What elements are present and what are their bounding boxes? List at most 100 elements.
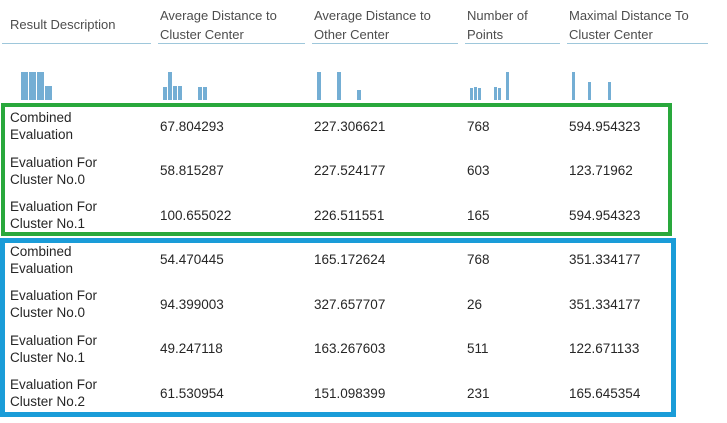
row-label-cell: Evaluation For Cluster No.1	[8, 327, 158, 372]
row-label-cell: Evaluation For Cluster No.0	[8, 149, 158, 194]
column-header-1[interactable]: Average Distance to Cluster Center	[158, 0, 312, 44]
table-row[interactable]: Combined Evaluation 67.804293 227.306621 76…	[0, 104, 727, 149]
cell-text: 165.172624	[314, 252, 386, 268]
table-row[interactable]: Combined Evaluation 54.470445 165.172624 76…	[0, 238, 727, 283]
cell-text: 61.530954	[160, 385, 224, 401]
cell-text: 49.247118	[160, 341, 223, 357]
cell-text: 54.470445	[160, 252, 224, 268]
histogram-bar	[168, 72, 172, 100]
table-row[interactable]: Evaluation For Cluster No.2 61.530954 151.…	[0, 371, 727, 416]
histogram-bar	[474, 87, 477, 100]
cell-text: 351.334177	[569, 252, 641, 268]
histogram-sparkline	[21, 69, 52, 100]
value-cell: 351.334177	[567, 282, 715, 327]
histogram-bar	[21, 72, 28, 100]
cell-text: 100.655022	[160, 207, 232, 223]
histogram-sparkline	[317, 69, 361, 100]
histogram-sparkline	[470, 69, 509, 100]
row-label-cell: Combined Evaluation	[8, 104, 158, 149]
value-cell: 67.804293	[158, 104, 312, 149]
histogram-bar	[498, 88, 501, 100]
table-row[interactable]: Evaluation For Cluster No.0 58.815287 227.…	[0, 149, 727, 194]
cell-text: 165.645354	[569, 385, 641, 401]
cell-text: 58.815287	[160, 163, 224, 179]
sparkline-cell-0[interactable]	[8, 44, 158, 104]
value-cell: 165.172624	[312, 238, 465, 283]
value-cell: 327.657707	[312, 282, 465, 327]
table-row[interactable]: Evaluation For Cluster No.0 94.399003 327.…	[0, 282, 727, 327]
cell-text: 768	[467, 252, 490, 268]
histogram-bar	[198, 87, 202, 100]
histogram-bar	[506, 72, 509, 100]
value-cell: 94.399003	[158, 282, 312, 327]
histogram-bar	[470, 88, 473, 100]
value-cell: 54.470445	[158, 238, 312, 283]
cell-text: 94.399003	[160, 296, 224, 312]
column-header-3[interactable]: Number of Points	[465, 0, 567, 44]
cell-text: 351.334177	[569, 296, 641, 312]
value-cell: 151.098399	[312, 371, 465, 416]
sparkline-cell-2[interactable]	[312, 44, 465, 104]
cell-text: Evaluation For Cluster No.1	[10, 199, 98, 232]
histogram-sparkline	[163, 69, 207, 100]
histogram-bar	[37, 72, 44, 100]
column-header-4[interactable]: Maximal Distance To Cluster Center	[567, 0, 715, 44]
histogram-bar	[478, 88, 481, 100]
histogram-bar	[572, 72, 575, 100]
value-cell: 49.247118	[158, 327, 312, 372]
value-cell: 165	[465, 193, 567, 238]
value-cell: 351.334177	[567, 238, 715, 283]
value-cell: 122.671133	[567, 327, 715, 372]
cell-text: 123.71962	[569, 163, 633, 179]
row-label-cell: Evaluation For Cluster No.0	[8, 282, 158, 327]
table-row[interactable]: Evaluation For Cluster No.1 100.655022 226…	[0, 193, 727, 238]
value-cell: 594.954323	[567, 193, 715, 238]
value-cell: 768	[465, 104, 567, 149]
histogram-bar	[163, 87, 167, 100]
cell-text: 26	[467, 296, 483, 312]
value-cell: 594.954323	[567, 104, 715, 149]
histogram-sparkline	[572, 69, 611, 100]
value-cell: 165.645354	[567, 371, 715, 416]
cell-text: 231	[467, 385, 490, 401]
value-cell: 231	[465, 371, 567, 416]
value-cell: 26	[465, 282, 567, 327]
sparkline-cell-1[interactable]	[158, 44, 312, 104]
histogram-bar	[173, 86, 177, 100]
value-cell: 511	[465, 327, 567, 372]
cell-text: 226.511551	[314, 207, 385, 223]
value-cell: 123.71962	[567, 149, 715, 194]
cell-text: 67.804293	[160, 118, 224, 134]
cell-text: Combined Evaluation	[10, 110, 74, 143]
cell-text: 227.306621	[314, 118, 386, 134]
sparkline-cell-3[interactable]	[465, 44, 567, 104]
sparkline-row	[0, 44, 727, 104]
cell-text: Evaluation For Cluster No.2	[10, 377, 98, 410]
cell-text: 594.954323	[569, 207, 641, 223]
sparkline-cell-4[interactable]	[567, 44, 715, 104]
row-label-cell: Combined Evaluation	[8, 238, 158, 283]
value-cell: 58.815287	[158, 149, 312, 194]
cell-text: 165	[467, 207, 490, 223]
table-row[interactable]: Evaluation For Cluster No.1 49.247118 163.…	[0, 327, 727, 372]
cell-text: 227.524177	[314, 163, 386, 179]
histogram-bar	[45, 86, 52, 100]
header-row: Result Description Average Distance to Cl…	[0, 0, 727, 44]
histogram-bar	[178, 86, 182, 100]
column-header-0[interactable]: Result Description	[2, 0, 158, 44]
cell-text: 122.671133	[569, 341, 640, 357]
cell-text: 768	[467, 118, 490, 134]
cell-text: Evaluation For Cluster No.0	[10, 288, 98, 321]
column-header-2[interactable]: Average Distance to Other Center	[312, 0, 465, 44]
value-cell: 603	[465, 149, 567, 194]
value-cell: 226.511551	[312, 193, 465, 238]
cell-text: 151.098399	[314, 385, 386, 401]
value-cell: 100.655022	[158, 193, 312, 238]
cell-text: 163.267603	[314, 341, 386, 357]
cell-text: Evaluation For Cluster No.1	[10, 332, 98, 365]
histogram-bar	[337, 72, 341, 100]
histogram-bar	[588, 82, 591, 100]
histogram-bar	[357, 90, 361, 100]
value-cell: 227.306621	[312, 104, 465, 149]
cell-text: Evaluation For Cluster No.0	[10, 154, 98, 187]
